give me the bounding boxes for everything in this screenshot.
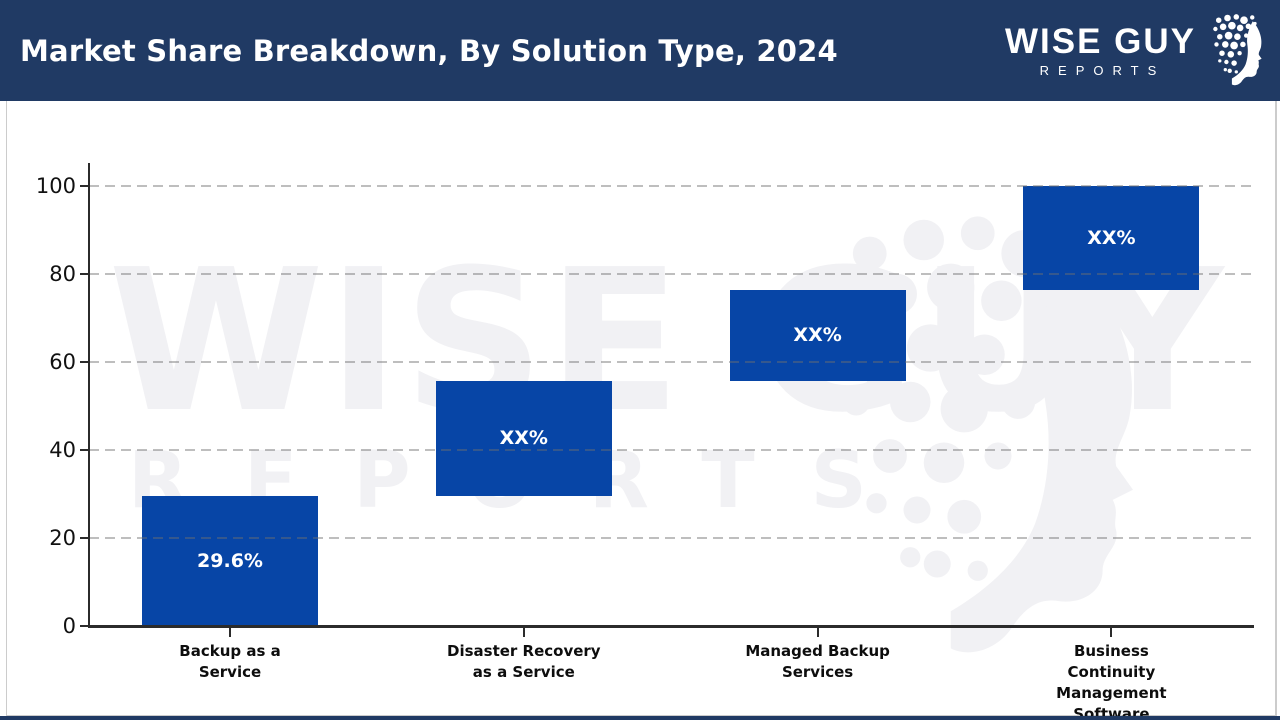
logo-subtext: REPORTS bbox=[1039, 62, 1166, 78]
x-tick bbox=[816, 628, 819, 637]
gridline-60 bbox=[89, 361, 1253, 363]
category-label: Backup as a Service bbox=[179, 642, 281, 681]
header-bar: Market Share Breakdown, By Solution Type… bbox=[0, 0, 1280, 101]
y-tick-60 bbox=[80, 361, 89, 363]
y-axis-line bbox=[88, 163, 90, 627]
y-tick-label: 100 bbox=[35, 174, 76, 198]
y-tick-label: 20 bbox=[49, 526, 76, 550]
y-tick-label: 40 bbox=[49, 438, 76, 462]
bar-value-label: 29.6% bbox=[197, 549, 263, 572]
x-tick bbox=[1110, 628, 1113, 637]
gridline-20 bbox=[89, 537, 1253, 539]
y-tick-100 bbox=[80, 185, 89, 187]
category-label: Managed Backup Services bbox=[745, 642, 890, 681]
wise-guy-logo: WISE GUY REPORTS bbox=[1005, 12, 1266, 90]
gridline-100 bbox=[89, 185, 1253, 187]
y-tick-label: 60 bbox=[49, 350, 76, 374]
x-tick bbox=[229, 628, 231, 637]
bar-value-label: XX% bbox=[793, 324, 842, 347]
y-tick-80 bbox=[80, 273, 89, 275]
bar-segment: 29.6% bbox=[142, 495, 318, 626]
y-tick-label: 0 bbox=[62, 614, 76, 638]
y-tick-label: 80 bbox=[49, 262, 76, 286]
logo-face-icon bbox=[1200, 12, 1266, 90]
bar-segment: XX% bbox=[435, 380, 612, 496]
gridline-80 bbox=[89, 273, 1253, 275]
category-label: Business Continuity Management Software bbox=[1056, 642, 1167, 720]
y-tick-40 bbox=[80, 449, 89, 451]
x-axis-line bbox=[88, 625, 1254, 628]
bar-segment: XX% bbox=[729, 289, 906, 381]
category-label: Disaster Recovery as a Service bbox=[447, 642, 601, 681]
gridline-40 bbox=[89, 449, 1253, 451]
y-tick-0 bbox=[80, 625, 89, 627]
x-tick bbox=[522, 628, 525, 637]
y-tick-20 bbox=[80, 537, 89, 539]
footer-bar bbox=[0, 716, 1280, 720]
bar-value-label: XX% bbox=[499, 427, 548, 450]
bar-value-label: XX% bbox=[1087, 226, 1136, 249]
chart-title: Market Share Breakdown, By Solution Type… bbox=[20, 33, 838, 68]
logo-wordmark: WISE GUY bbox=[1004, 21, 1196, 61]
